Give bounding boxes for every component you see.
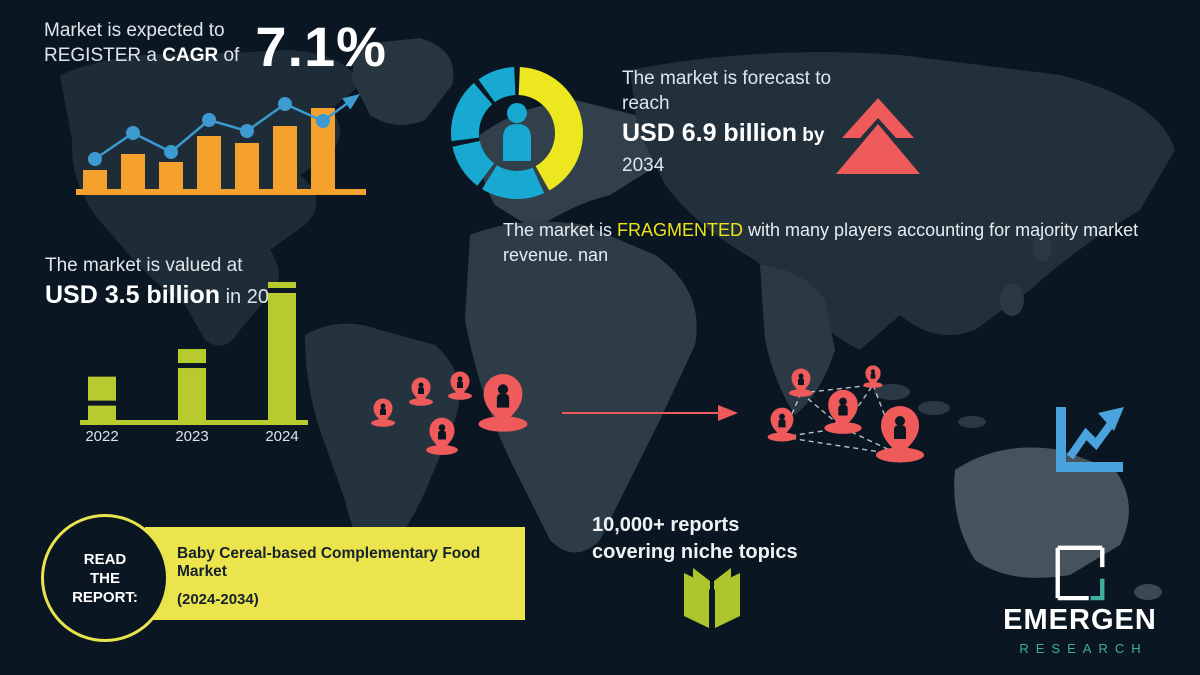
- cagr-value: 7.1%: [255, 15, 387, 78]
- forecast-line1: The market is forecast to: [622, 68, 832, 89]
- brand-logo: EMERGEN RESEARCH: [985, 542, 1175, 656]
- market-players-pins: [371, 365, 924, 463]
- logo-title: EMERGEN: [1003, 604, 1157, 636]
- line-chart-icon: [1056, 407, 1124, 472]
- logo-subtitle: RESEARCH: [1019, 641, 1148, 656]
- open-book-icon: [684, 568, 740, 628]
- forecast-line2: reach: [622, 93, 670, 114]
- emergen-square-logo-icon: [1055, 545, 1105, 601]
- reports-promo-text: 10,000+ reports covering niche topics: [592, 514, 798, 563]
- valuation-headline: The market is valued at USD 3.5 billion …: [45, 253, 345, 312]
- person-icon: [503, 103, 531, 161]
- market-donut-chart: [450, 67, 584, 199]
- fragmented-highlight: FRAGMENTED: [617, 220, 744, 240]
- double-up-arrow-icon: [836, 98, 920, 174]
- svg-text:2023: 2023: [175, 428, 208, 445]
- connected-pins-network-icon: [767, 365, 924, 463]
- report-title: Baby Cereal-based Complementary Food Mar…: [177, 545, 481, 580]
- read-report-badge[interactable]: READ THE REPORT:: [41, 514, 169, 642]
- svg-text:2022: 2022: [85, 428, 118, 445]
- location-pin-cluster-icon: [371, 371, 528, 455]
- svg-text:2024: 2024: [265, 428, 298, 445]
- cagr-headline: Market is expected to REGISTER a CAGR of…: [44, 18, 387, 76]
- growth-bar-line-chart: [76, 94, 366, 195]
- forecast-value: USD 6.9 billion by: [622, 119, 825, 147]
- valuation-bar-chart: 2022 2023 2024: [80, 282, 308, 445]
- forecast-year: 2034: [622, 155, 665, 176]
- right-arrow-icon: [562, 405, 738, 421]
- fragmentation-statement: The market is FRAGMENTED with many playe…: [503, 220, 1139, 265]
- report-banner[interactable]: Baby Cereal-based Complementary Food Mar…: [145, 527, 525, 620]
- report-period: (2024-2034): [177, 591, 259, 608]
- forecast-headline: The market is forecast to reach USD 6.9 …: [622, 66, 852, 178]
- cagr-text: Market is expected to REGISTER a CAGR of: [44, 20, 240, 66]
- valuation-line1: The market is valued at: [45, 255, 243, 276]
